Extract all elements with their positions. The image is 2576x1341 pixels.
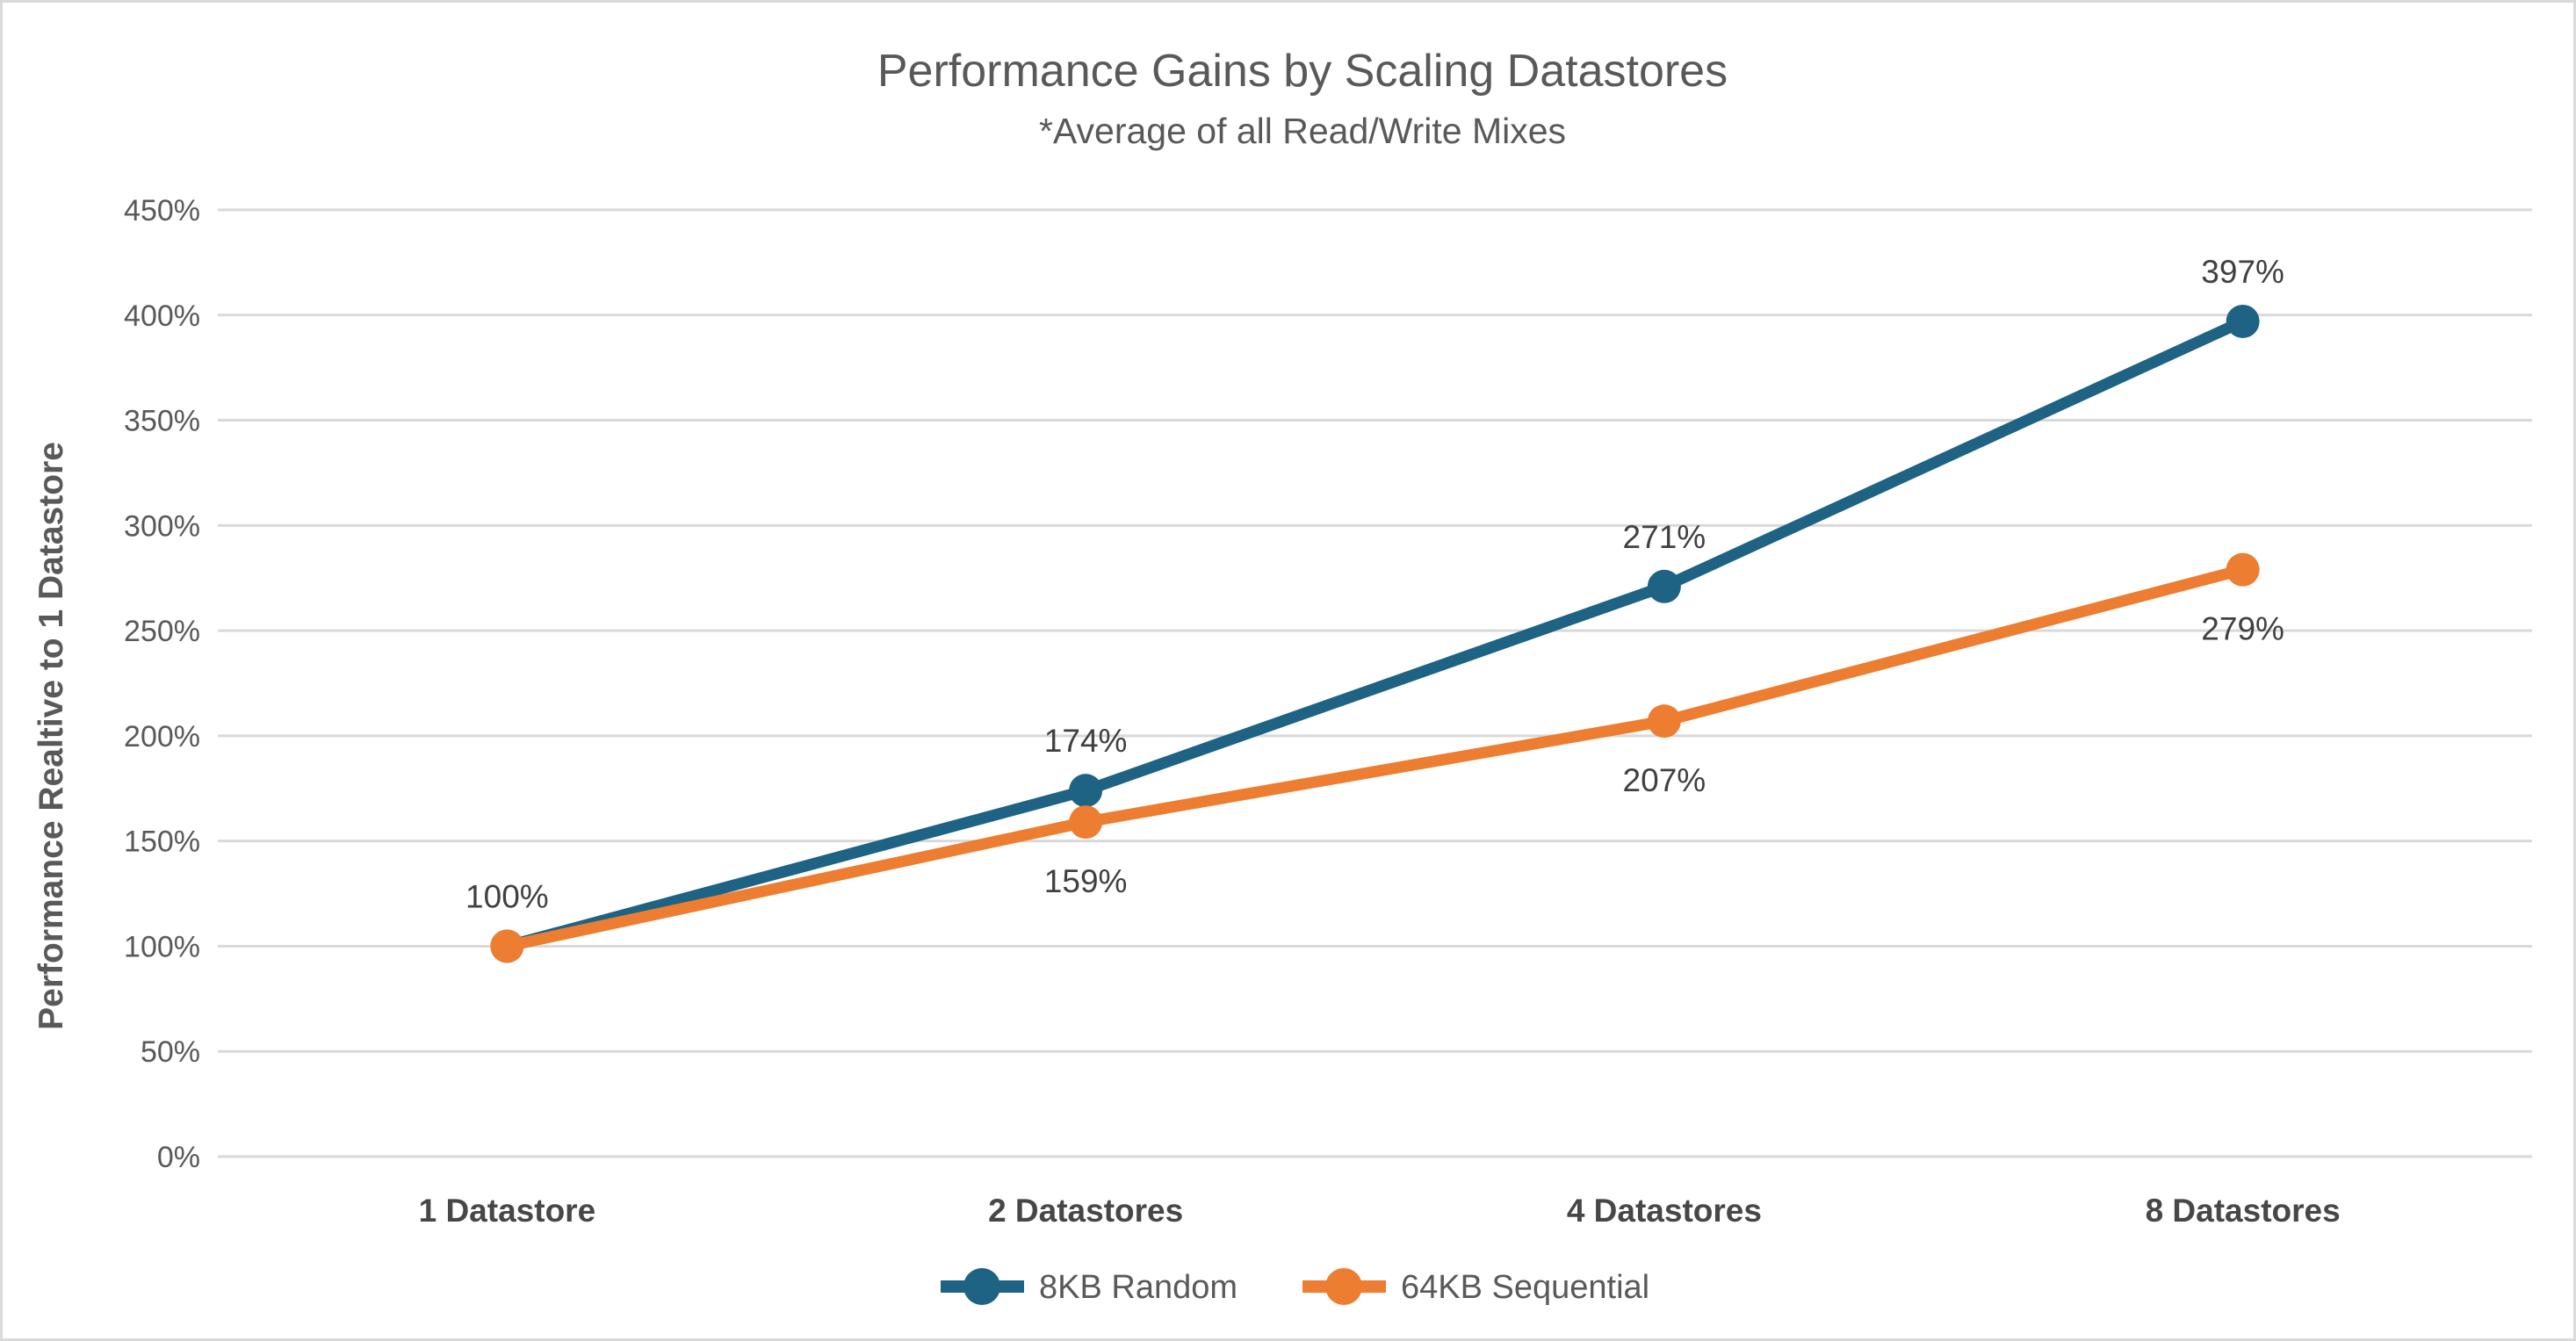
- data-point: [2226, 552, 2260, 587]
- data-labels-group: 174% 271% 397% 100% 159% 207% 279%: [465, 254, 2284, 914]
- y-tick-label: 350%: [124, 405, 200, 438]
- gridlines-group: [218, 208, 2532, 1158]
- legend-label: 8KB Random: [1039, 1269, 1237, 1306]
- x-category-label: 1 Datastore: [419, 1193, 596, 1229]
- data-point: [1069, 805, 1103, 840]
- legend-item: 64KB Sequential: [1302, 1268, 1649, 1306]
- y-tick-label: 200%: [124, 720, 200, 753]
- y-tick-label: 100%: [124, 930, 200, 963]
- data-point: [1647, 569, 1681, 603]
- series-group: [490, 304, 2260, 963]
- y-tick-label: 300%: [124, 509, 200, 543]
- line-chart: Performance Gains by Scaling Datastores …: [32, 46, 2532, 1306]
- legend-point-marker: [1325, 1268, 1362, 1305]
- y-tick-labels-group: 0% 50% 100% 150% 200% 250% 300% 350% 400% 450%: [124, 194, 200, 1174]
- data-label: 174%: [1044, 723, 1128, 759]
- y-axis-title: Performance Realtive to 1 Datastore: [32, 442, 70, 1030]
- data-label: 279%: [2201, 611, 2284, 647]
- series-line-64kb-sequential: [501, 564, 2249, 952]
- x-category-label: 2 Datastores: [988, 1193, 1183, 1229]
- legend-group: 8KB Random 64KB Sequential: [941, 1268, 1649, 1306]
- chart-subtitle: *Average of all Read/Write Mixes: [1039, 111, 1566, 151]
- data-label: 397%: [2201, 254, 2284, 290]
- x-category-label: 4 Datastores: [1567, 1193, 1762, 1229]
- y-tick-label: 0%: [157, 1141, 200, 1174]
- y-tick-label: 450%: [124, 194, 200, 227]
- legend-label: 64KB Sequential: [1401, 1269, 1649, 1306]
- y-tick-label: 50%: [141, 1035, 200, 1069]
- chart-title: Performance Gains by Scaling Datastores: [877, 46, 1728, 97]
- data-point: [2226, 304, 2260, 338]
- x-category-label: 8 Datastores: [2146, 1193, 2341, 1229]
- y-tick-label: 150%: [124, 826, 200, 859]
- legend-point-marker: [963, 1268, 1000, 1305]
- data-point: [490, 929, 524, 963]
- y-tick-label: 250%: [124, 615, 200, 648]
- data-label: 100%: [465, 878, 549, 914]
- data-point: [1647, 704, 1681, 739]
- series-line-8kb-random: [501, 315, 2249, 952]
- data-label: 271%: [1623, 519, 1707, 555]
- data-point: [1069, 774, 1103, 808]
- y-tick-label: 400%: [124, 299, 200, 333]
- data-label: 207%: [1623, 762, 1707, 798]
- data-label: 159%: [1044, 863, 1128, 899]
- x-category-labels-group: 1 Datastore 2 Datastores 4 Datastores 8 Dat…: [419, 1193, 2341, 1229]
- legend-item: 8KB Random: [941, 1268, 1237, 1306]
